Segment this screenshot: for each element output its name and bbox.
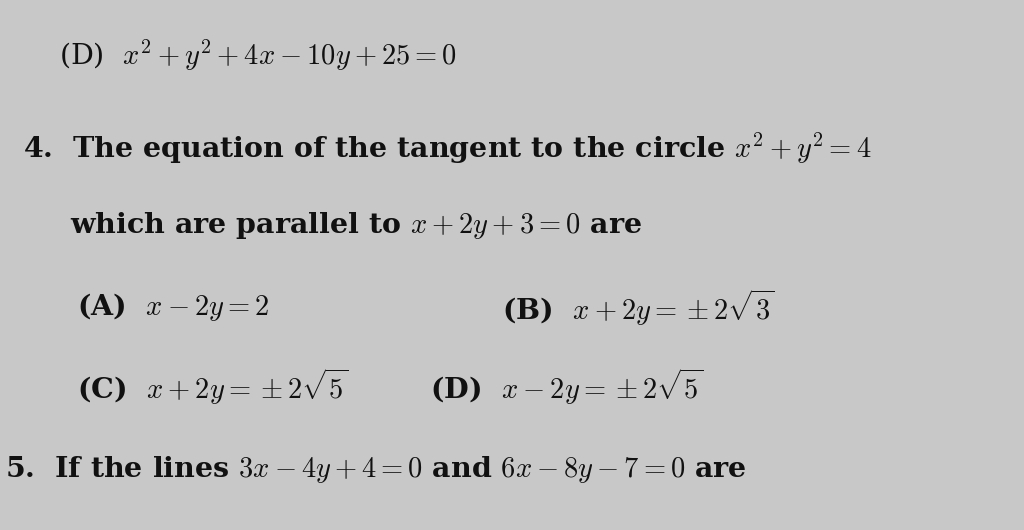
Text: (C)  $x+2y=\pm2\sqrt{5}$: (C) $x+2y=\pm2\sqrt{5}$ <box>77 367 348 407</box>
Text: (D)  $x-2y=\pm2\sqrt{5}$: (D) $x-2y=\pm2\sqrt{5}$ <box>430 367 703 407</box>
Text: (D)  $x^2+y^2+4x-10y+25=0$: (D) $x^2+y^2+4x-10y+25=0$ <box>59 38 458 73</box>
Text: which are parallel to $x+2y+3=0$ are: which are parallel to $x+2y+3=0$ are <box>70 210 641 241</box>
Text: (A)  $x-2y=2$: (A) $x-2y=2$ <box>77 292 269 323</box>
Text: 4.  The equation of the tangent to the circle $x^2+y^2=4$: 4. The equation of the tangent to the ci… <box>23 131 871 166</box>
Text: 5.  If the lines $3x-4y+4=0$ and $6x-8y-7=0$ are: 5. If the lines $3x-4y+4=0$ and $6x-8y-7… <box>5 454 746 484</box>
Text: (B)  $x+2y=\pm2\sqrt{3}$: (B) $x+2y=\pm2\sqrt{3}$ <box>502 287 775 328</box>
